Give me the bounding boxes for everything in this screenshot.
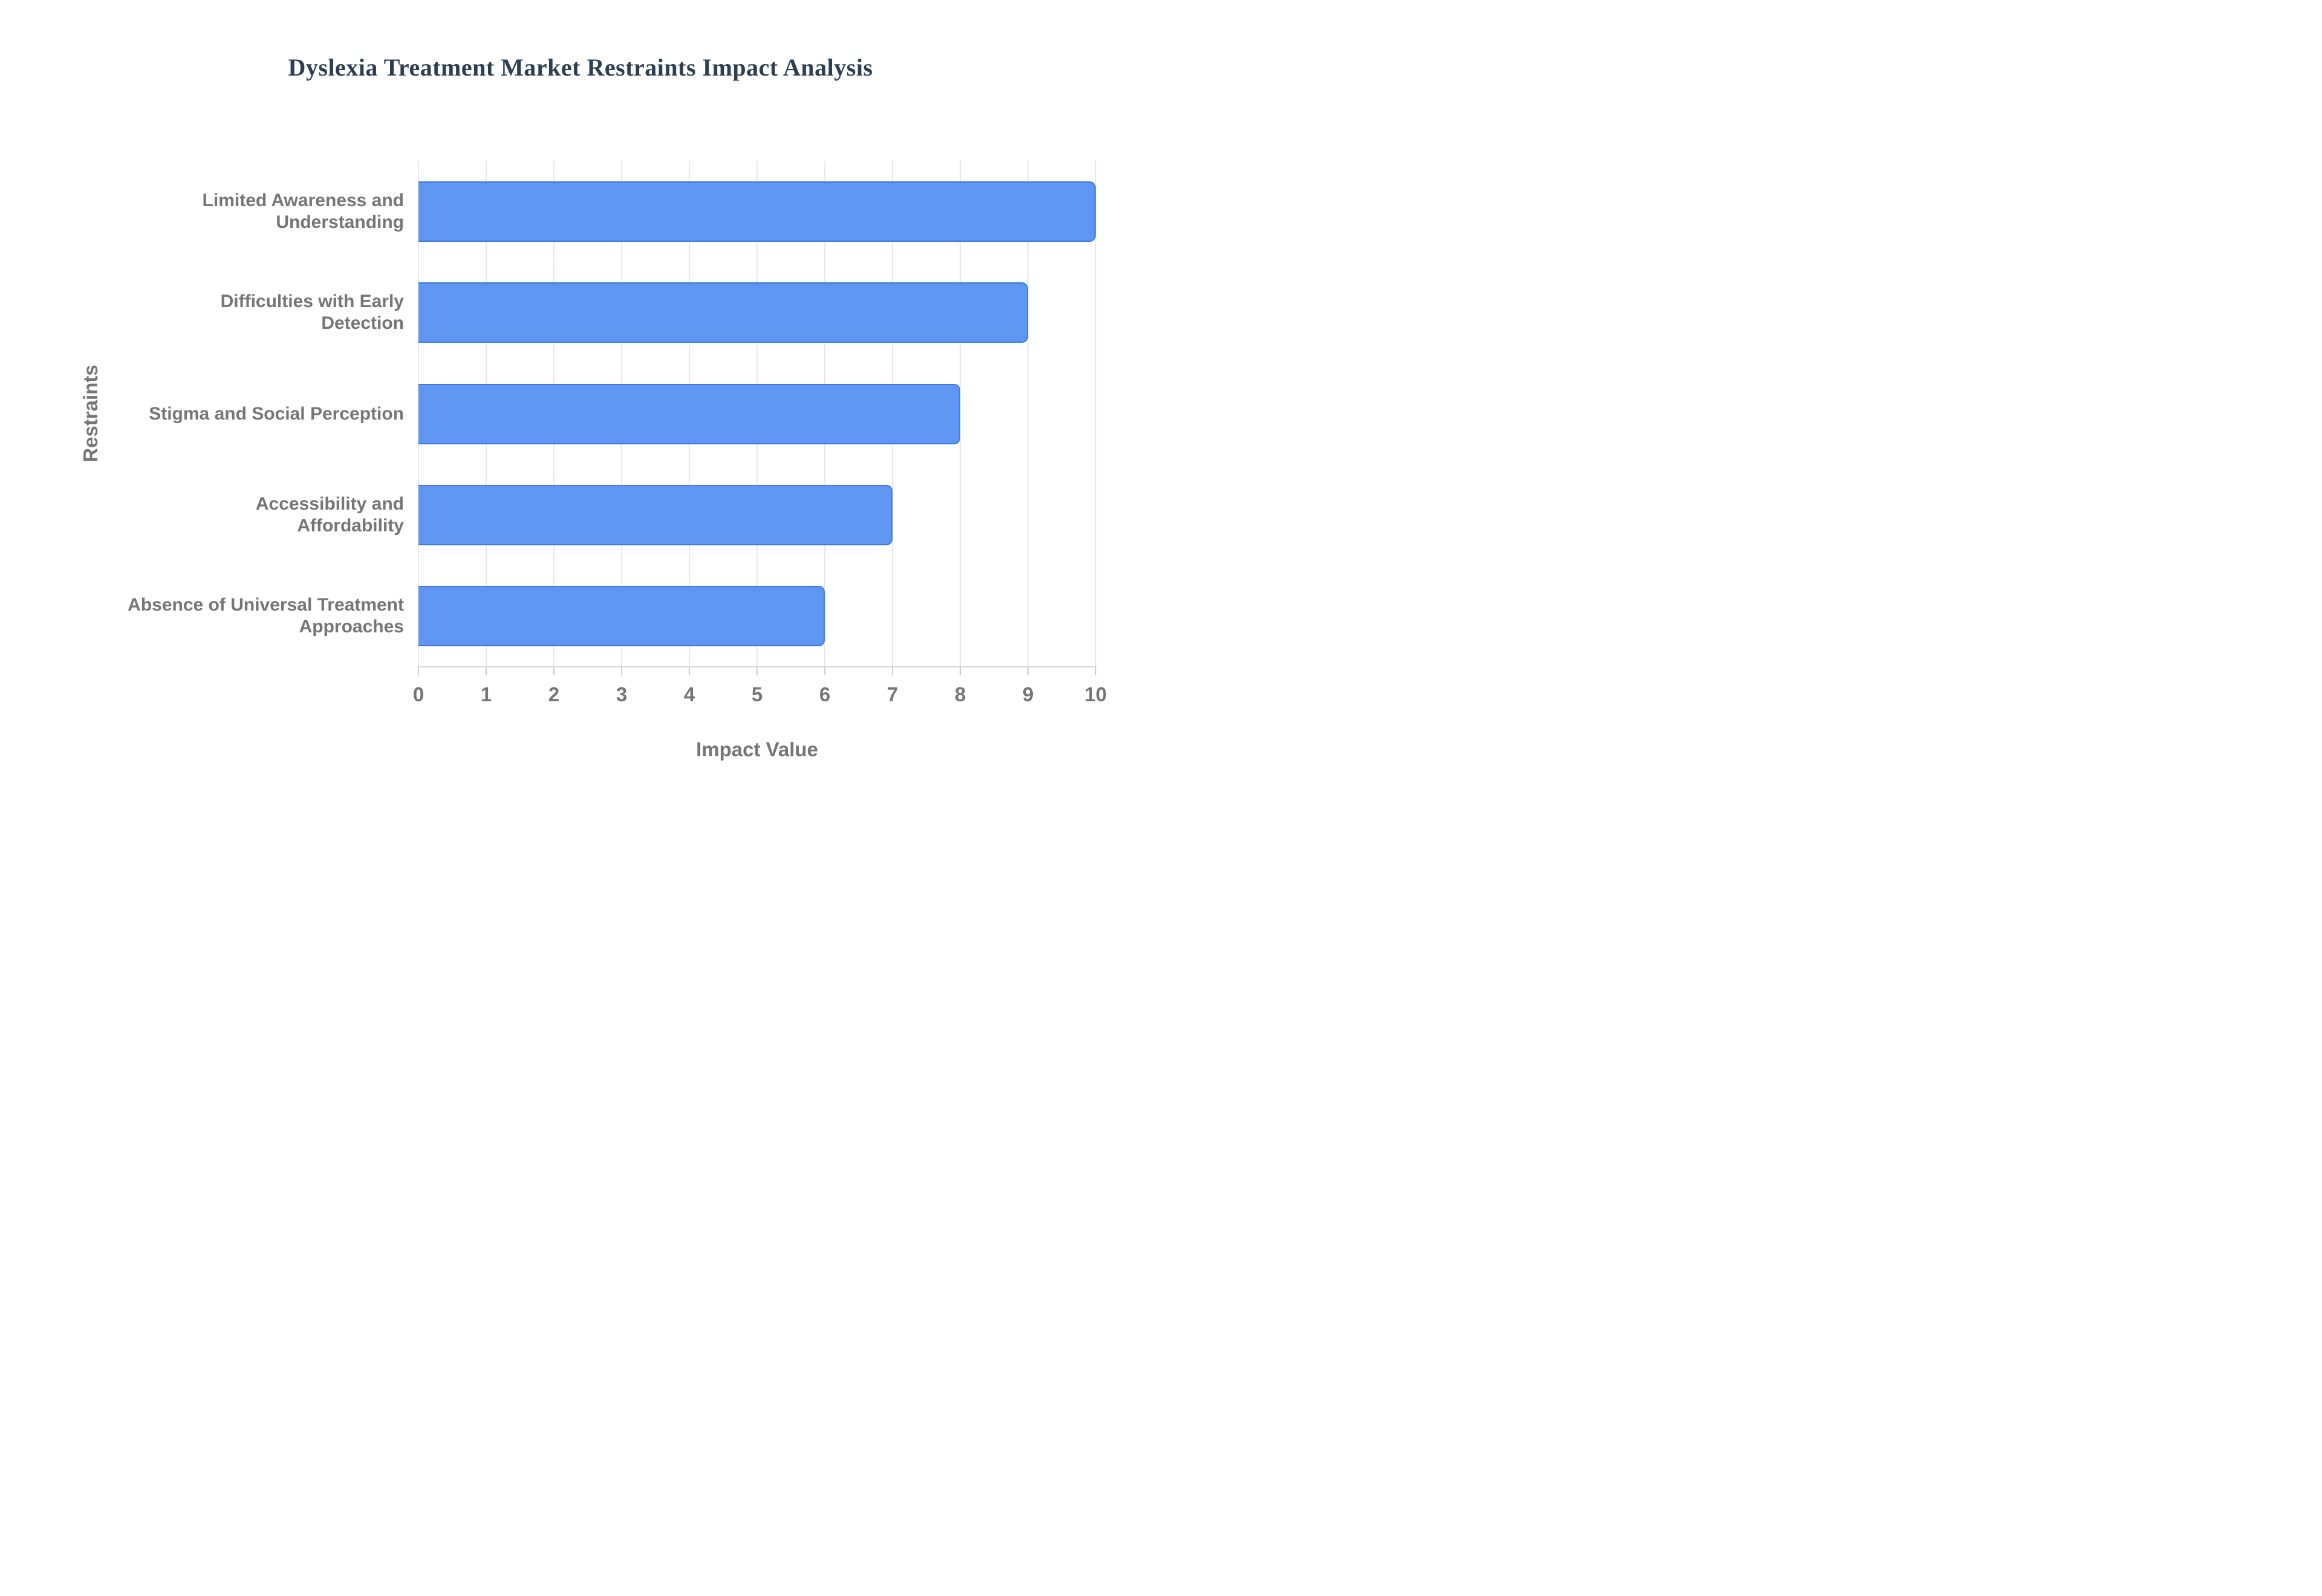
category-label-5: Absence of Universal Treatment Approaches: [89, 594, 404, 638]
x-tick-label-0: 0: [412, 683, 424, 706]
x-tick-label-3: 3: [616, 683, 628, 706]
chart-title: Dyslexia Treatment Market Restraints Imp…: [288, 54, 873, 81]
x-tick-label-7: 7: [886, 683, 899, 706]
bar-3: [418, 383, 960, 444]
category-label-line: Understanding: [276, 212, 404, 232]
category-label-line: Approaches: [299, 617, 404, 637]
x-axis-line: [418, 666, 1096, 667]
bar-1: [418, 181, 1096, 242]
category-label-line: Limited Awareness and: [202, 190, 404, 210]
category-label-line: Affordability: [297, 515, 404, 536]
x-tick-label-4: 4: [683, 683, 695, 706]
x-tick-label-2: 2: [548, 683, 560, 706]
x-tick-mark-4: [689, 667, 690, 675]
category-label-1: Limited Awareness and Understanding: [89, 190, 404, 233]
x-tick-mark-0: [418, 667, 419, 675]
x-tick-label-1: 1: [480, 683, 492, 706]
bar-5: [418, 586, 825, 647]
category-label-line: Absence of Universal Treatment: [128, 595, 404, 615]
x-tick-label-6: 6: [819, 683, 831, 706]
x-tick-label-8: 8: [954, 683, 966, 706]
x-tick-mark-6: [824, 667, 825, 675]
category-label-3: Stigma and Social Perception: [89, 403, 404, 425]
category-label-4: Accessibility and Affordability: [89, 493, 404, 537]
category-label-line: Difficulties with Early: [220, 291, 404, 312]
x-tick-label-9: 9: [1022, 683, 1034, 706]
gridline-x-8: [960, 161, 961, 667]
x-tick-mark-3: [621, 667, 622, 675]
x-tick-mark-9: [1027, 667, 1029, 675]
chart-canvas: Dyslexia Treatment Market Restraints Imp…: [0, 0, 1161, 798]
category-label-line: Detection: [321, 313, 404, 334]
category-label-line: Accessibility and: [255, 493, 404, 514]
x-tick-mark-10: [1095, 667, 1096, 675]
category-label-line: Stigma and Social Perception: [149, 403, 404, 424]
gridline-x-10: [1095, 161, 1096, 667]
plot-area: [418, 161, 1096, 675]
x-tick-mark-5: [756, 667, 758, 675]
x-tick-label-10: 10: [1084, 683, 1107, 706]
bar-4: [418, 484, 893, 545]
category-label-2: Difficulties with Early Detection: [89, 291, 404, 334]
x-tick-label-5: 5: [751, 683, 763, 706]
x-tick-mark-1: [486, 667, 487, 675]
x-tick-mark-8: [960, 667, 961, 675]
gridline-x-9: [1027, 161, 1029, 667]
x-tick-mark-7: [892, 667, 893, 675]
x-axis-title: Impact Value: [696, 738, 818, 761]
bar-2: [418, 282, 1028, 343]
x-tick-mark-2: [553, 667, 554, 675]
